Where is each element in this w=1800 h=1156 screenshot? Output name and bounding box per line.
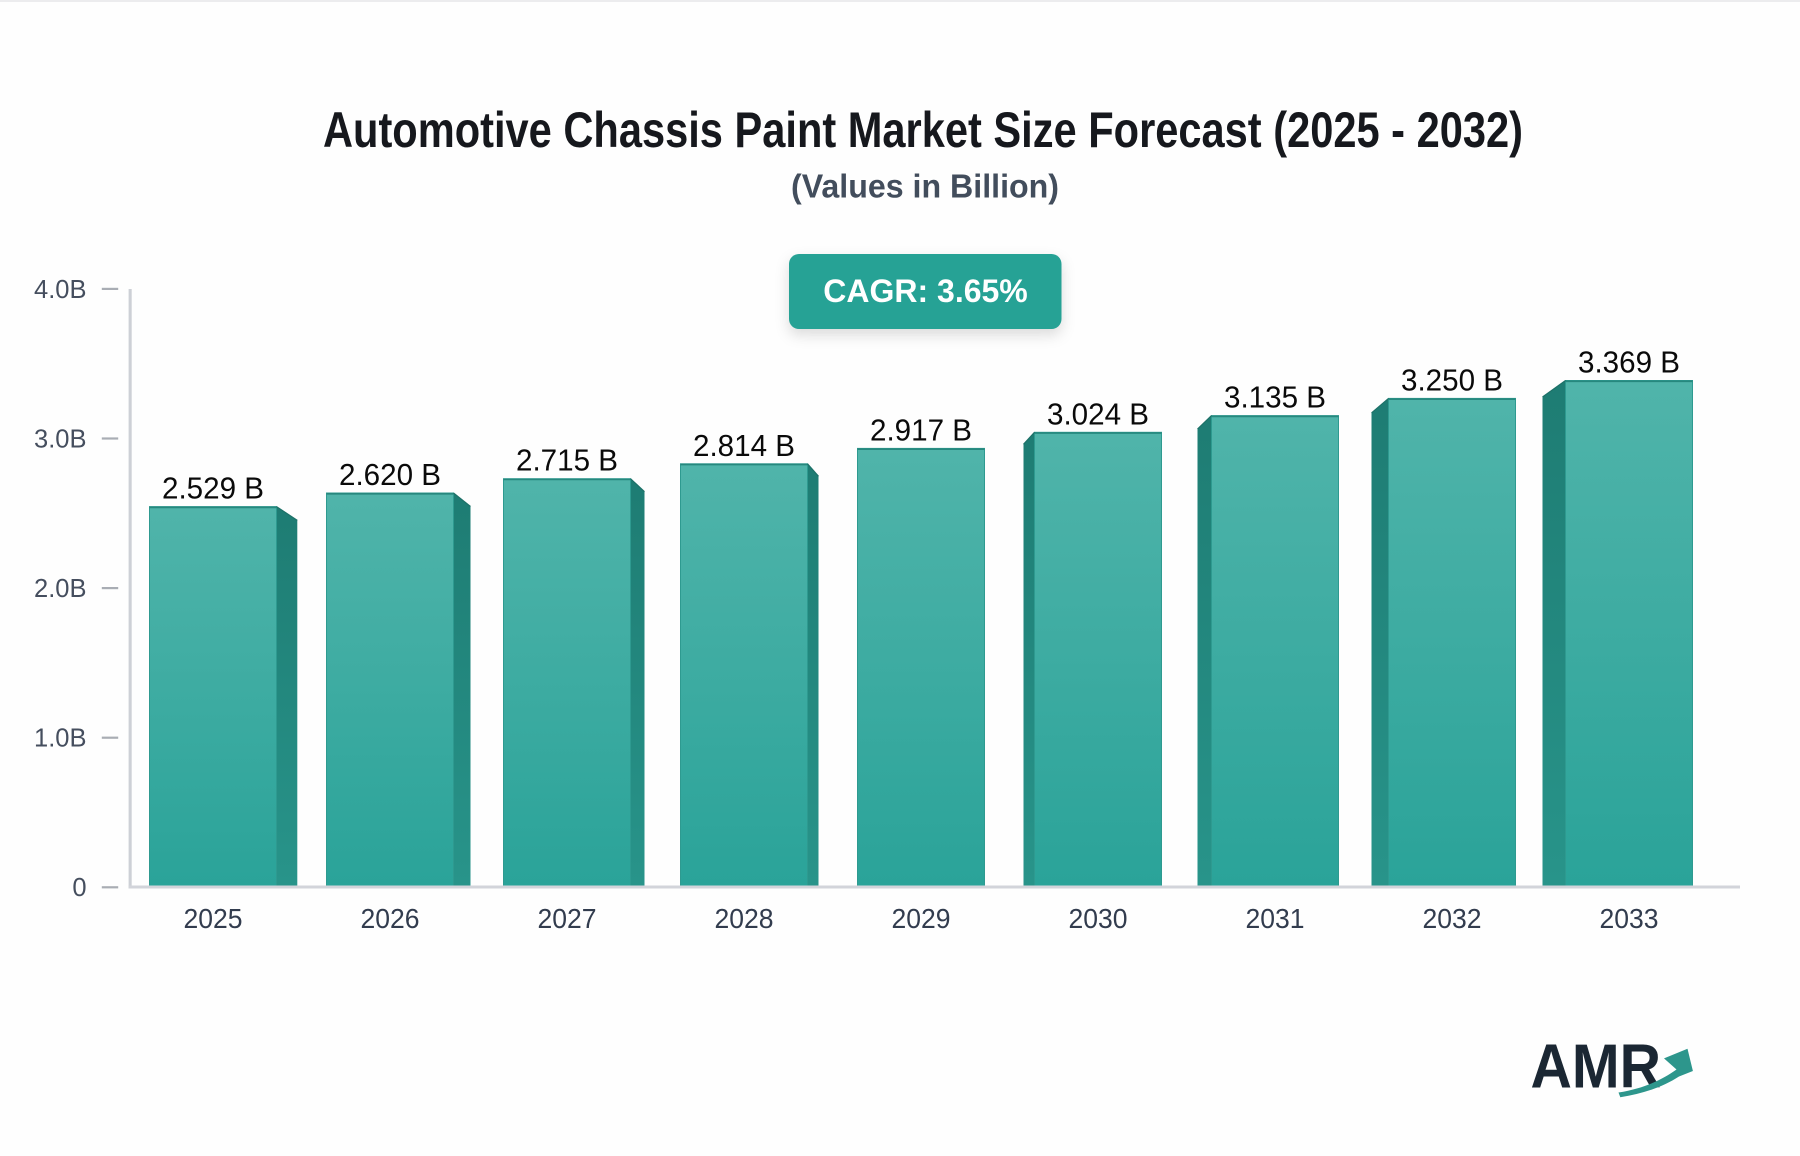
- svg-text:0: 0: [72, 874, 86, 902]
- svg-text:2030: 2030: [1069, 903, 1128, 934]
- svg-text:2.917 B: 2.917 B: [870, 412, 972, 447]
- svg-text:1.0B: 1.0B: [34, 725, 86, 753]
- svg-text:2.529 B: 2.529 B: [162, 471, 264, 506]
- svg-text:3.024 B: 3.024 B: [1047, 396, 1149, 431]
- svg-text:2028: 2028: [715, 903, 774, 934]
- svg-text:2027: 2027: [538, 903, 597, 934]
- svg-text:(Values in Billion): (Values in Billion): [791, 168, 1059, 205]
- svg-text:CAGR: 3.65%: CAGR: 3.65%: [823, 273, 1028, 309]
- svg-text:2031: 2031: [1246, 903, 1305, 934]
- svg-text:2.715 B: 2.715 B: [516, 443, 618, 478]
- svg-text:2032: 2032: [1423, 903, 1482, 934]
- svg-text:Automotive Chassis Paint Marke: Automotive Chassis Paint Market Size For…: [323, 102, 1523, 158]
- svg-text:3.369 B: 3.369 B: [1578, 345, 1680, 380]
- svg-text:3.135 B: 3.135 B: [1224, 380, 1326, 415]
- svg-text:3.0B: 3.0B: [34, 425, 86, 453]
- svg-text:2.814 B: 2.814 B: [693, 428, 795, 463]
- svg-text:2033: 2033: [1600, 903, 1659, 934]
- svg-text:3.250 B: 3.250 B: [1401, 362, 1503, 397]
- svg-text:4.0B: 4.0B: [34, 276, 86, 304]
- svg-text:2026: 2026: [361, 903, 420, 934]
- svg-text:2.620 B: 2.620 B: [339, 457, 441, 492]
- svg-text:2025: 2025: [184, 903, 243, 934]
- svg-text:2.0B: 2.0B: [34, 575, 86, 603]
- svg-text:2029: 2029: [892, 903, 951, 934]
